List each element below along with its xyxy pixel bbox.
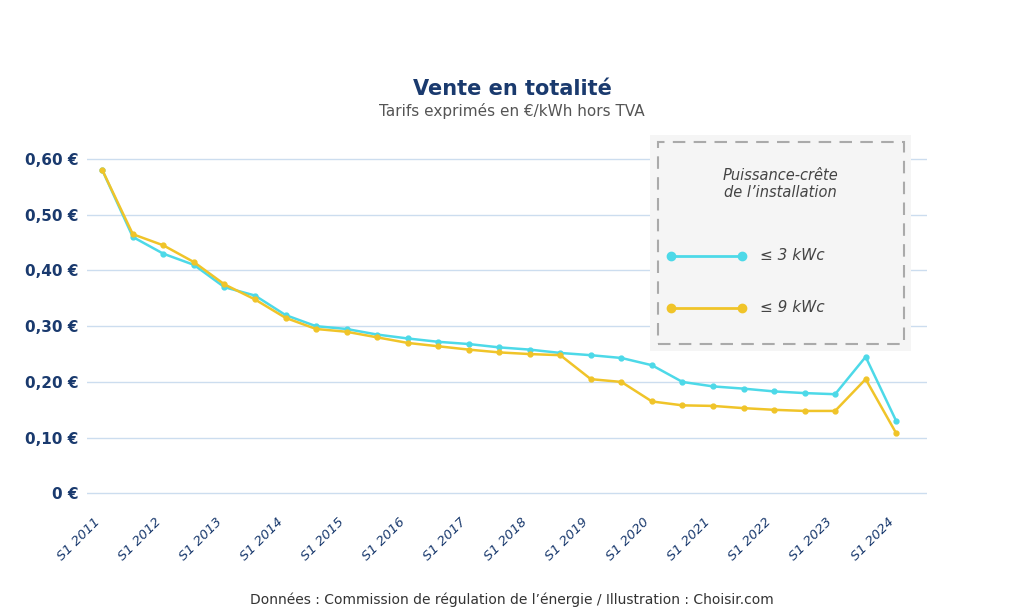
Text: Tarifs exprimés en €/kWh hors TVA: Tarifs exprimés en €/kWh hors TVA [379,103,645,119]
FancyBboxPatch shape [658,142,903,344]
Text: Données : Commission de régulation de l’énergie / Illustration : Choisir.com: Données : Commission de régulation de l’… [250,592,774,607]
Text: ≤ 3 kWc: ≤ 3 kWc [760,248,824,263]
Text: Puissance-crête
de l’installation: Puissance-crête de l’installation [723,167,839,200]
Text: ≤ 9 kWc: ≤ 9 kWc [760,300,824,315]
Text: Évolution des tarifs d’achat photovoltaïque: Évolution des tarifs d’achat photovoltaï… [156,22,868,54]
Text: Vente en totalité: Vente en totalité [413,79,611,99]
